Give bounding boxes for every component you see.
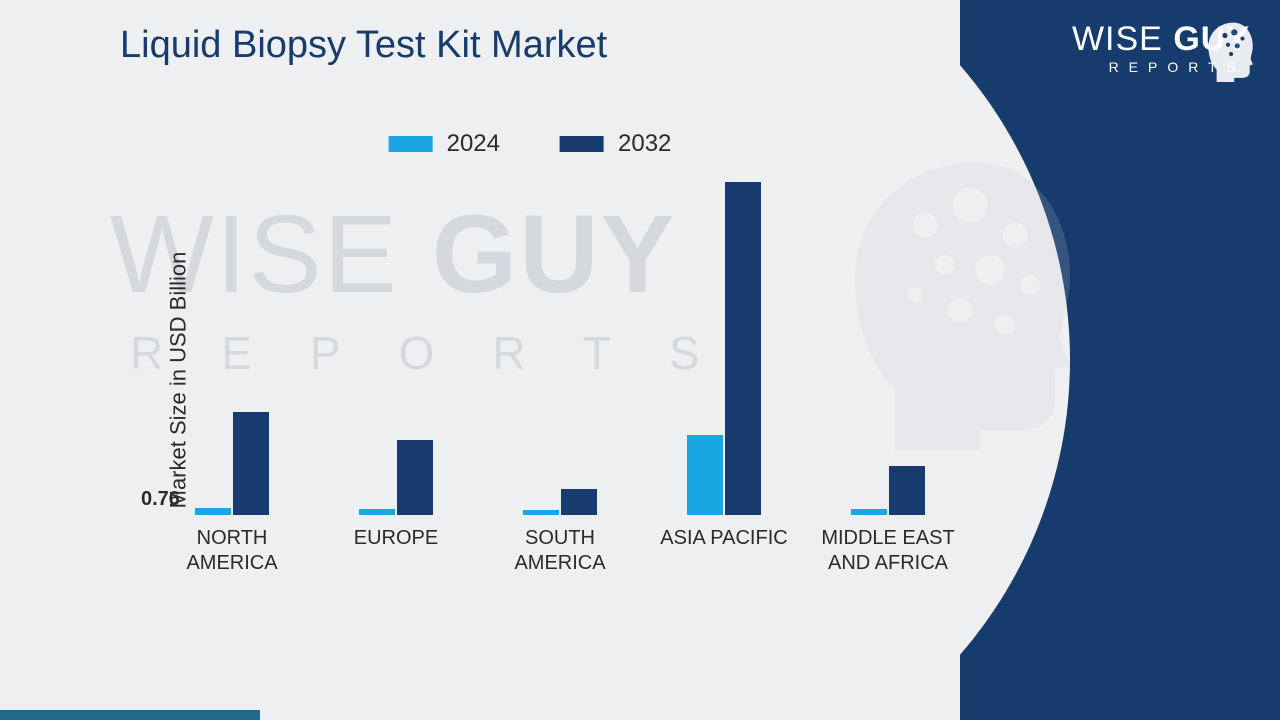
bar-pair — [359, 440, 433, 515]
bottom-accent-bar — [0, 710, 260, 720]
bar-pair — [851, 466, 925, 515]
chart-canvas: WISE GUY REPORTS WISE GUY REPORTS Liquid… — [0, 0, 1280, 720]
logo-word-1: WISE — [1072, 20, 1163, 58]
bar — [725, 182, 761, 516]
bar-group: 0.76 — [150, 170, 314, 515]
x-axis-labels: NORTH AMERICAEUROPESOUTH AMERICAASIA PAC… — [150, 520, 970, 630]
chart-legend: 2024 2032 — [389, 130, 672, 158]
bar — [523, 510, 559, 515]
legend-swatch-2024 — [389, 136, 433, 152]
bar-pair — [523, 489, 597, 515]
plot-area: 0.76 — [150, 170, 970, 515]
bar — [397, 440, 433, 515]
bar — [359, 509, 395, 515]
bar — [687, 435, 723, 516]
bar-group — [314, 170, 478, 515]
bar-group — [642, 170, 806, 515]
x-tick-label: NORTH AMERICA — [150, 520, 314, 630]
legend-item-2032: 2032 — [560, 130, 671, 158]
bar-chart: Market Size in USD Billion 2024 2032 0.7… — [90, 130, 970, 630]
bar-pair — [687, 182, 761, 516]
x-tick-label: ASIA PACIFIC — [642, 520, 806, 630]
chart-title: Liquid Biopsy Test Kit Market — [120, 24, 607, 67]
legend-label-2032: 2032 — [618, 130, 671, 158]
legend-item-2024: 2024 — [389, 130, 500, 158]
legend-swatch-2032 — [560, 136, 604, 152]
legend-label-2024: 2024 — [447, 130, 500, 158]
bar-pair — [195, 412, 269, 516]
bar — [233, 412, 269, 516]
x-tick-label: MIDDLE EAST AND AFRICA — [806, 520, 970, 630]
x-tick-label: EUROPE — [314, 520, 478, 630]
bar-value-label: 0.76 — [141, 488, 180, 511]
brand-logo: WISE GUY REPORTS — [1072, 22, 1250, 74]
bar-group — [806, 170, 970, 515]
bar-group — [478, 170, 642, 515]
bar — [561, 489, 597, 515]
x-tick-label: SOUTH AMERICA — [478, 520, 642, 630]
logo-head-icon — [1200, 20, 1256, 82]
bar — [889, 466, 925, 515]
bar — [195, 508, 231, 515]
bar — [851, 509, 887, 515]
